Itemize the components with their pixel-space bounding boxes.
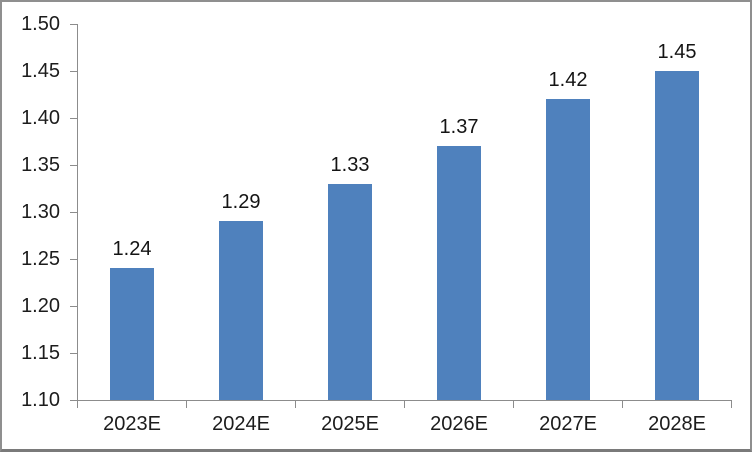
bar-value-label: 1.33 <box>330 154 370 176</box>
y-axis-tick <box>70 71 77 72</box>
y-axis-tick-label: 1.40 <box>21 107 60 129</box>
bar-value-label: 1.42 <box>548 69 588 91</box>
x-axis-category-label: 2023E <box>103 413 161 435</box>
bar-value-label: 1.45 <box>657 41 697 63</box>
x-axis-tick <box>295 401 296 408</box>
y-axis-tick-label: 1.20 <box>21 295 60 317</box>
bar <box>328 184 372 400</box>
x-axis-tick <box>186 401 187 408</box>
y-axis-tick <box>70 24 77 25</box>
y-axis-tick <box>70 306 77 307</box>
bar <box>655 71 699 400</box>
y-axis-tick-label: 1.50 <box>21 13 60 35</box>
y-axis-tick <box>70 165 77 166</box>
y-axis-tick <box>70 353 77 354</box>
y-axis-tick-label: 1.35 <box>21 154 60 176</box>
bar-value-label: 1.29 <box>221 191 261 213</box>
y-axis-tick-label: 1.25 <box>21 248 60 270</box>
y-axis-tick <box>70 400 77 401</box>
bar <box>110 268 154 400</box>
x-axis-category-label: 2027E <box>539 413 597 435</box>
y-axis-tick <box>70 259 77 260</box>
y-axis-tick-label: 1.15 <box>21 342 60 364</box>
y-axis-tick-label: 1.30 <box>21 201 60 223</box>
bar <box>437 146 481 400</box>
x-axis-tick <box>731 401 732 408</box>
bar <box>546 99 590 400</box>
x-axis-category-label: 2025E <box>321 413 379 435</box>
bar <box>219 221 263 400</box>
x-axis-line <box>77 400 732 401</box>
x-axis-category-label: 2028E <box>648 413 706 435</box>
y-axis-tick-label: 1.45 <box>21 60 60 82</box>
x-axis-category-label: 2026E <box>430 413 488 435</box>
x-axis-tick <box>77 401 78 408</box>
bar-value-label: 1.37 <box>439 116 479 138</box>
x-axis-tick <box>513 401 514 408</box>
x-axis-tick <box>622 401 623 408</box>
y-axis-tick <box>70 118 77 119</box>
y-axis-line <box>77 24 78 401</box>
x-axis-tick <box>404 401 405 408</box>
x-axis-category-label: 2024E <box>212 413 270 435</box>
y-axis-tick <box>70 212 77 213</box>
y-axis-tick-label: 1.10 <box>21 389 60 411</box>
bar-value-label: 1.24 <box>112 238 152 260</box>
